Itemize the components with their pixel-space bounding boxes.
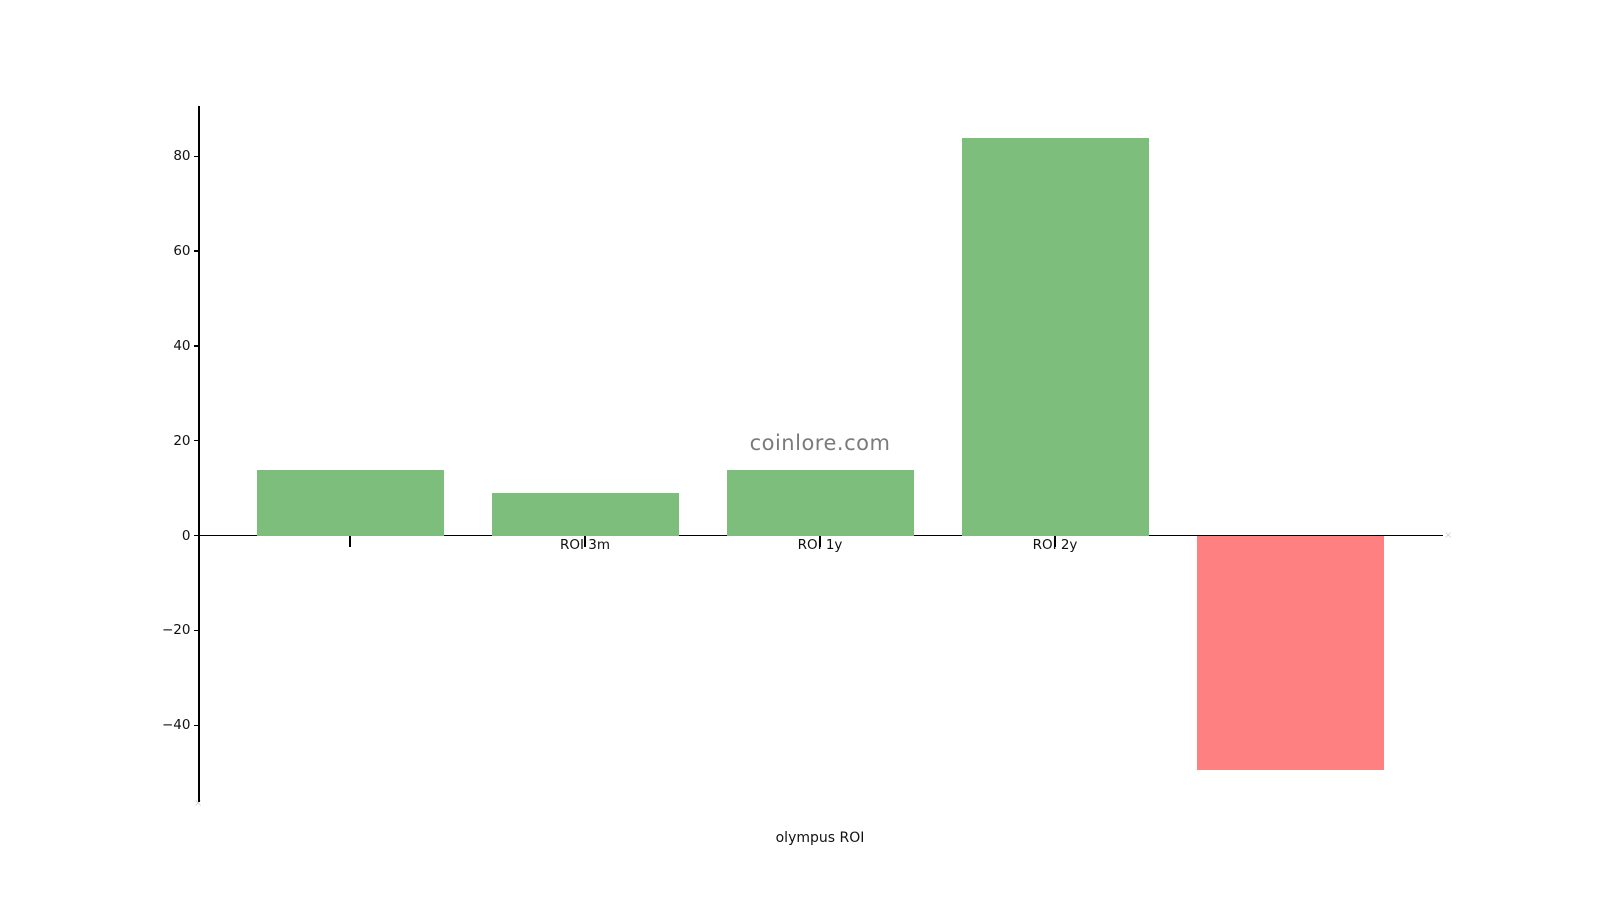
y-tick-mark [193, 155, 198, 157]
bar-category-5 [1196, 535, 1384, 771]
x-axis-title: olympus ROI [775, 830, 865, 846]
y-tick-label: −40 [162, 717, 191, 734]
y-tick-mark [193, 629, 198, 632]
y-axis-spine [198, 106, 200, 802]
y-tick-mark [193, 345, 198, 347]
bar-roi-1y [726, 469, 914, 536]
y-tick-mark [193, 250, 198, 252]
y-tick-mark [193, 724, 198, 726]
bar-category-1 [256, 469, 444, 536]
y-tick-label: 40 [173, 337, 191, 354]
y-tick-label: −20 [162, 622, 191, 639]
axis-end-artifact-right: × [1444, 529, 1453, 541]
x-tick-mark [584, 535, 586, 548]
x-tick-mark [1054, 535, 1056, 548]
x-tick-mark [819, 535, 821, 548]
bar-roi-2y [961, 137, 1149, 536]
y-tick-mark [193, 440, 198, 442]
axis-end-artifact-bottom: × [194, 798, 203, 809]
watermark: coinlore.com [749, 431, 891, 455]
y-tick-mark [193, 534, 198, 537]
bar-roi-3m [491, 492, 679, 536]
y-tick-label: 0 [181, 527, 191, 544]
x-tick-mark [349, 535, 351, 548]
y-tick-label: 60 [173, 243, 191, 260]
y-tick-label: 80 [173, 148, 191, 165]
y-tick-label: 20 [173, 432, 191, 449]
